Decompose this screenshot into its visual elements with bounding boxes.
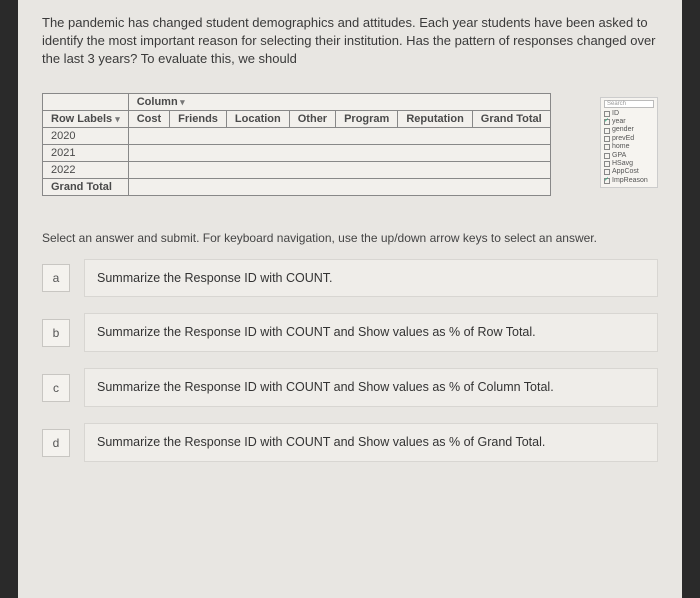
field-preved[interactable]: prevEd: [604, 135, 654, 143]
answer-text: Summarize the Response ID with COUNT and…: [84, 368, 658, 407]
field-home[interactable]: home: [604, 143, 654, 151]
instruction-text: Select an answer and submit. For keyboar…: [42, 231, 658, 245]
col-header: Other: [289, 110, 335, 127]
answer-option-c[interactable]: c Summarize the Response ID with COUNT a…: [42, 368, 658, 407]
checkbox-icon[interactable]: [604, 169, 610, 175]
answer-key: a: [42, 264, 70, 292]
col-header: Reputation: [398, 110, 472, 127]
pivot-area: Column ▾ Row Labels ▾ Cost Friends Locat…: [42, 93, 658, 213]
field-id[interactable]: ID: [604, 110, 654, 118]
col-header: Program: [336, 110, 398, 127]
checkbox-icon[interactable]: [604, 153, 610, 159]
columns-dropdown-label[interactable]: Column ▾: [128, 93, 550, 110]
question-text: The pandemic has changed student demogra…: [42, 14, 658, 69]
col-header: Cost: [128, 110, 169, 127]
checkbox-icon[interactable]: [604, 178, 610, 184]
answer-text: Summarize the Response ID with COUNT and…: [84, 423, 658, 462]
answer-text: Summarize the Response ID with COUNT and…: [84, 313, 658, 352]
field-hsavg[interactable]: HSavg: [604, 160, 654, 168]
pivot-table: Column ▾ Row Labels ▾ Cost Friends Locat…: [42, 93, 551, 196]
checkbox-icon[interactable]: [604, 144, 610, 150]
checkbox-icon[interactable]: [604, 136, 610, 142]
answer-key: b: [42, 319, 70, 347]
col-header: Grand Total: [472, 110, 550, 127]
col-header: Friends: [170, 110, 227, 127]
checkbox-icon[interactable]: [604, 111, 610, 117]
field-impreason[interactable]: ImpReason: [604, 177, 654, 185]
question-page: The pandemic has changed student demogra…: [18, 0, 682, 598]
row-labels-header[interactable]: Row Labels ▾: [43, 110, 129, 127]
answer-option-b[interactable]: b Summarize the Response ID with COUNT a…: [42, 313, 658, 352]
grand-total-row: Grand Total: [43, 178, 551, 195]
answer-option-a[interactable]: a Summarize the Response ID with COUNT.: [42, 259, 658, 298]
table-row: 2022: [43, 161, 551, 178]
field-appcost[interactable]: AppCost: [604, 168, 654, 176]
field-year[interactable]: year: [604, 118, 654, 126]
checkbox-icon[interactable]: [604, 119, 610, 125]
answer-option-d[interactable]: d Summarize the Response ID with COUNT a…: [42, 423, 658, 462]
answer-key: d: [42, 429, 70, 457]
pivot-header-row: Row Labels ▾ Cost Friends Location Other…: [43, 110, 551, 127]
field-gpa[interactable]: GPA: [604, 152, 654, 160]
answer-text: Summarize the Response ID with COUNT.: [84, 259, 658, 298]
pivot-fields-panel: Search ID year gender prevEd home GPA HS…: [600, 97, 658, 189]
field-gender[interactable]: gender: [604, 126, 654, 134]
col-header: Location: [226, 110, 289, 127]
answer-key: c: [42, 374, 70, 402]
table-row: 2021: [43, 144, 551, 161]
pivot-columns-row: Column ▾: [43, 93, 551, 110]
table-row: 2020: [43, 127, 551, 144]
checkbox-icon[interactable]: [604, 128, 610, 134]
checkbox-icon[interactable]: [604, 161, 610, 167]
field-search[interactable]: Search: [604, 100, 654, 108]
